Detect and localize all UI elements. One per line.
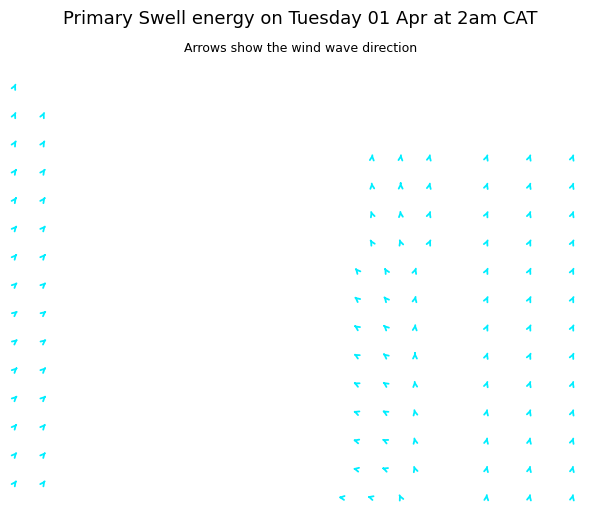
Text: Primary Swell energy on Tuesday 01 Apr at 2am CAT: Primary Swell energy on Tuesday 01 Apr a…: [63, 10, 538, 28]
Text: Arrows show the wind wave direction: Arrows show the wind wave direction: [184, 42, 417, 55]
